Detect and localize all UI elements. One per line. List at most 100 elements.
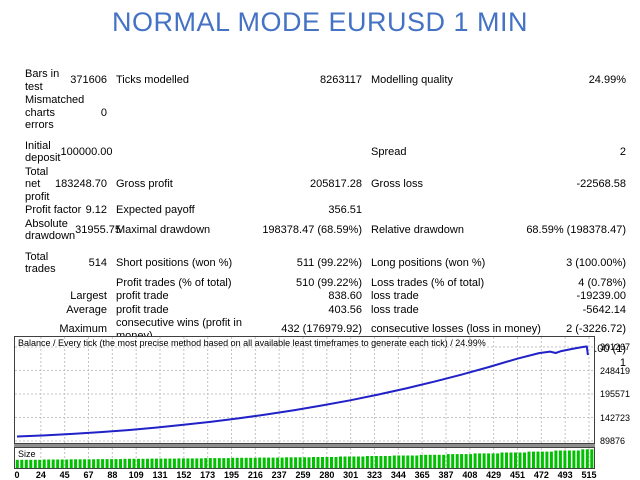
stats-table: Bars in test 371606 Ticks modelled 8263117 M… (25, 68, 626, 370)
stat-label: Short positions (won %) (116, 256, 233, 269)
x-axis-label: 195 (223, 470, 240, 480)
stat-label: Profit factor (25, 204, 82, 216)
stat-label: Bars in test (25, 68, 60, 93)
y-axis-label: 248419 (600, 365, 631, 376)
size-chart-label: Size (18, 449, 36, 459)
y-axis-label: 195571 (600, 389, 631, 399)
x-axis-label: 387 (438, 470, 454, 480)
balance-line-plot (15, 337, 594, 443)
stat-value: -22568.58 (576, 178, 626, 190)
x-axis-label: 429 (486, 470, 502, 480)
stat-label: loss trade (371, 303, 419, 316)
x-axis-label: 451 (509, 470, 526, 480)
x-axis-label: 88 (107, 470, 118, 480)
stat-value: 8263117 (319, 74, 362, 87)
stat-value: -5642.14 (582, 303, 626, 316)
x-axis-label: 131 (152, 470, 168, 480)
stat-value: 510 (99.22%) (295, 276, 362, 289)
stat-row: Initial deposit 100000.00 Spread 2 (25, 140, 626, 165)
x-axis-label: 365 (414, 470, 430, 480)
stat-value: -19239.00 (576, 290, 626, 302)
stat-value: 514 (88, 256, 107, 269)
stat-row: Total trades 514 Short positions (won %) 51… (25, 251, 626, 276)
stat-label: Mismatched charts errors (25, 94, 85, 131)
x-axis-label: 0 (14, 470, 20, 480)
stat-label: profit trade (116, 290, 169, 302)
stat-row: Largest profit trade 838.60 loss trade -1923… (25, 290, 626, 303)
stat-value: Maximum (59, 323, 107, 336)
stat-value: 9.12 (85, 204, 107, 216)
size-chart: Size (14, 447, 595, 469)
stat-value: 371606 (70, 74, 107, 87)
stat-value: 24.99% (588, 74, 626, 87)
stat-value: 4 (0.78%) (578, 276, 626, 289)
stat-value: 403.56 (328, 303, 362, 316)
x-axis-label: 24 (35, 470, 46, 480)
stat-row: Average profit trade 403.56 loss trade -5642… (25, 304, 626, 317)
size-bars-plot (15, 448, 594, 468)
stat-value: 100000.00 (60, 145, 113, 158)
stat-label: Total net profit (25, 165, 50, 203)
stat-label: Absolute drawdown (25, 217, 76, 243)
y-axis-label: 142723 (600, 412, 631, 423)
stat-label: Profit trades (% of total) (116, 276, 232, 289)
chart-separator (14, 444, 595, 447)
x-axis-label: 67 (83, 470, 94, 480)
stat-value: Average (66, 303, 107, 316)
stat-value: 205817.28 (310, 178, 362, 190)
stat-row: Profit factor 9.12 Expected payoff 356.51 (25, 204, 626, 217)
x-axis-label: 109 (128, 470, 144, 480)
stat-row: Profit trades (% of total) 510 (99.22%) Lo… (25, 277, 626, 290)
stat-value: Largest (70, 290, 107, 302)
stat-row: Absolute drawdown 31955.75 Maximal drawdow… (25, 218, 626, 243)
stat-value: 432 (176979.92) (281, 323, 362, 336)
stat-value: 68.59% (198378.47) (526, 223, 626, 236)
stat-label: Total trades (25, 250, 56, 276)
stat-row: Bars in test 371606 Ticks modelled 8263117 M… (25, 68, 626, 93)
stat-label: Ticks modelled (116, 74, 189, 87)
x-axis-label: 408 (462, 470, 478, 480)
stat-label: Loss trades (% of total) (371, 276, 485, 289)
x-axis-label: 216 (247, 470, 263, 480)
x-axis-label: 344 (390, 470, 406, 480)
stat-label: Spread (371, 145, 407, 158)
stat-label: Expected payoff (116, 204, 195, 216)
balance-chart: Balance / Every tick (the most precise m… (14, 336, 595, 444)
x-axis-label: 152 (176, 470, 192, 480)
x-axis-label: 45 (59, 470, 70, 480)
x-axis-label: 301 (343, 470, 359, 480)
stat-value: 3 (100.00%) (566, 256, 626, 269)
x-axis-label: 472 (533, 470, 549, 480)
x-axis-label: 323 (366, 470, 383, 480)
stat-value: 31955.75 (75, 223, 122, 236)
x-axis-label: 280 (319, 470, 335, 480)
y-axis-label: 301267 (600, 342, 631, 352)
stat-label: Gross loss (371, 178, 423, 190)
stat-label: Initial deposit (25, 139, 61, 165)
y-axis-label: 89876 (600, 436, 626, 446)
stat-label: Maximal drawdown (116, 223, 211, 236)
stat-label: loss trade (371, 290, 419, 302)
page-title: NORMAL MODE EURUSD 1 MIN (111, 7, 529, 37)
x-axis-label: 173 (200, 470, 216, 480)
stat-value: 0 (100, 106, 107, 119)
stat-value: 2 (619, 145, 626, 158)
x-axis-label: 259 (295, 470, 311, 480)
x-axis-label: 515 (581, 470, 597, 480)
x-axis-label: 493 (557, 470, 573, 480)
stat-row: Mismatched charts errors 0 (25, 94, 626, 132)
stat-label: Relative drawdown (371, 223, 464, 236)
stat-label: Gross profit (116, 178, 173, 190)
stat-value: 198378.47 (68.59%) (262, 223, 362, 236)
stat-label: Modelling quality (371, 74, 453, 87)
x-axis-label: 237 (271, 470, 287, 480)
stat-label: consecutive losses (loss in money) (371, 323, 541, 336)
stat-value: 511 (99.22%) (296, 256, 362, 269)
stat-label: Long positions (won %) (371, 256, 486, 269)
stat-value: 356.51 (328, 204, 362, 216)
stat-value: 838.60 (328, 290, 362, 302)
stat-row: Total net profit 183248.70 Gross profit 205… (25, 166, 626, 204)
stat-value: 1 (619, 356, 626, 369)
stat-label: profit trade (116, 303, 169, 316)
